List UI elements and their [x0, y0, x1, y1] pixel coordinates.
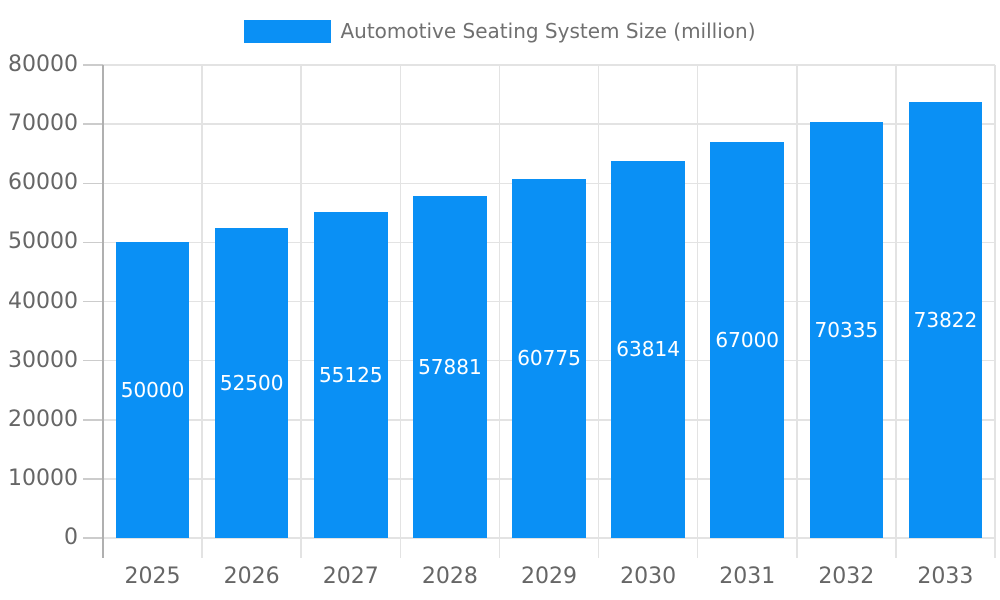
y-gridline	[103, 537, 995, 539]
legend-label: Automotive Seating System Size (million)	[340, 19, 756, 43]
y-tick-label: 30000	[8, 347, 78, 373]
x-tick-label: 2032	[818, 564, 875, 589]
x-gridline	[994, 65, 996, 558]
x-gridline	[696, 65, 699, 558]
y-tick-label: 0	[64, 525, 78, 550]
y-tick-label: 10000	[8, 465, 78, 491]
y-axis-tick	[83, 241, 103, 244]
bar-value-label: 55125	[318, 363, 383, 388]
y-tick-label: 70000	[8, 111, 78, 137]
bar-value-label: 73822	[913, 307, 978, 332]
x-tick-label: 2027	[322, 564, 379, 589]
bar-value-label: 57881	[418, 354, 482, 379]
bar-value-label: 70335	[814, 318, 879, 343]
x-tick-label: 2033	[917, 564, 974, 589]
x-tick-label: 2028	[421, 564, 478, 589]
y-gridline	[103, 123, 995, 125]
y-axis-tick	[83, 182, 103, 184]
x-gridline	[399, 65, 402, 558]
y-axis-tick	[83, 537, 103, 539]
x-tick-label: 2031	[719, 564, 776, 589]
y-axis-tick	[83, 359, 103, 362]
bar-value-label: 60775	[517, 346, 581, 371]
bar	[710, 141, 784, 538]
bar	[611, 160, 685, 538]
x-gridline	[300, 65, 302, 558]
y-axis-tick	[83, 300, 103, 303]
y-tick-label: 50000	[8, 229, 78, 255]
x-gridline	[796, 65, 798, 558]
x-gridline	[597, 65, 600, 558]
y-axis-line	[102, 65, 104, 558]
bar-value-label: 67000	[715, 327, 780, 352]
bar-value-label: 50000	[120, 378, 185, 403]
x-tick-label: 2025	[124, 564, 181, 589]
y-gridline	[103, 64, 995, 66]
y-axis-tick	[83, 419, 103, 421]
legend-swatch-icon	[244, 19, 332, 43]
y-tick-label: 80000	[8, 52, 78, 77]
x-tick-label: 2030	[620, 564, 677, 589]
y-tick-label: 40000	[8, 288, 78, 314]
x-tick-label: 2026	[223, 564, 280, 589]
bar	[214, 227, 289, 538]
bar-value-label: 63814	[616, 337, 680, 362]
bar	[908, 101, 983, 538]
y-axis-tick	[83, 64, 103, 66]
bar	[809, 122, 884, 538]
x-gridline	[498, 65, 501, 558]
bar	[512, 178, 586, 538]
y-axis-tick	[83, 478, 103, 480]
legend: Automotive Seating System Size (million)	[0, 16, 1000, 46]
y-tick-label: 20000	[8, 406, 78, 432]
x-tick-label: 2029	[520, 564, 577, 589]
x-gridline	[201, 65, 203, 558]
bar	[413, 195, 487, 538]
x-gridline	[895, 65, 897, 558]
y-axis-tick	[83, 123, 103, 125]
bar-value-label: 52500	[219, 370, 284, 395]
y-tick-label: 60000	[8, 170, 78, 196]
bar	[314, 212, 388, 538]
bar	[115, 242, 190, 538]
